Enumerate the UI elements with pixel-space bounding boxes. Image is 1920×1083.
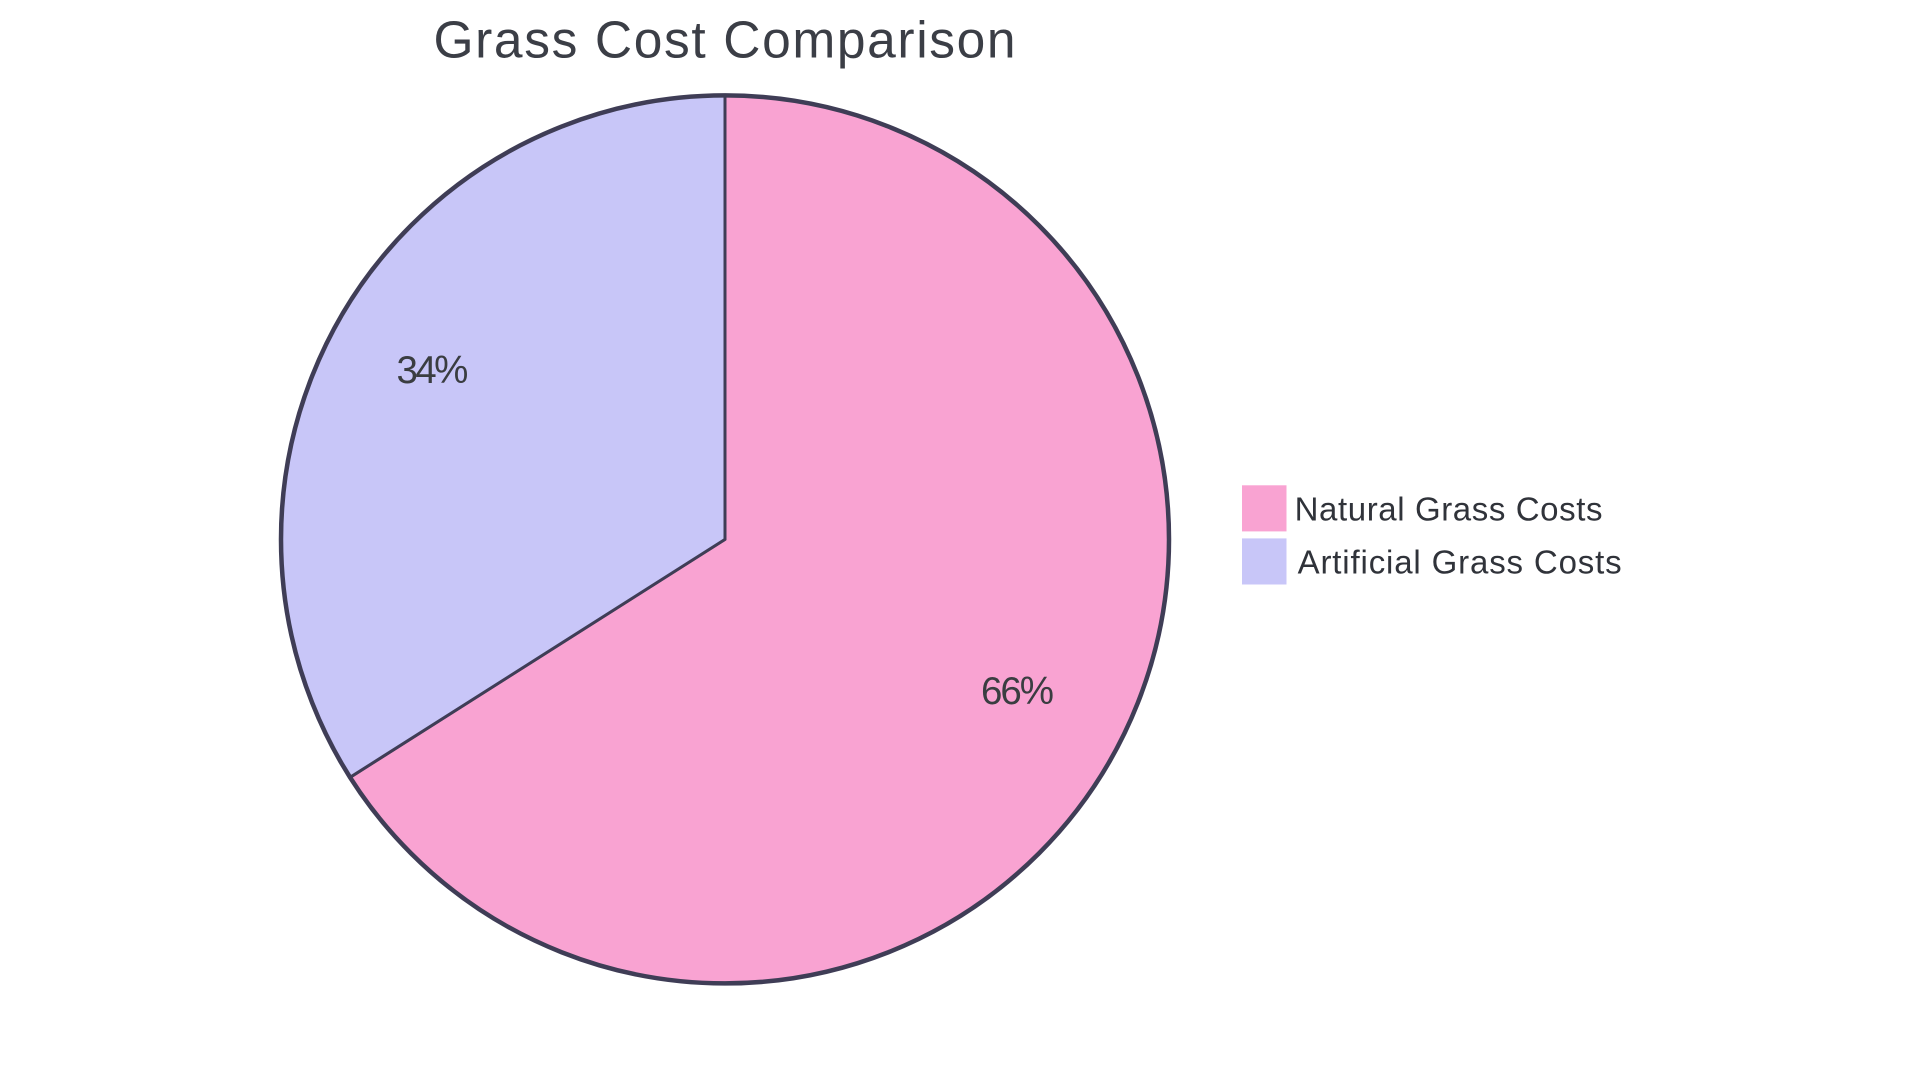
svg-text:34%: 34%	[396, 349, 467, 392]
svg-text:66%: 66%	[981, 670, 1053, 713]
svg-text:Natural Grass Costs: Natural Grass Costs	[1295, 491, 1603, 528]
svg-text:Artificial Grass Costs: Artificial Grass Costs	[1298, 544, 1623, 581]
svg-text:Grass Cost Comparison: Grass Cost Comparison	[433, 11, 1017, 69]
